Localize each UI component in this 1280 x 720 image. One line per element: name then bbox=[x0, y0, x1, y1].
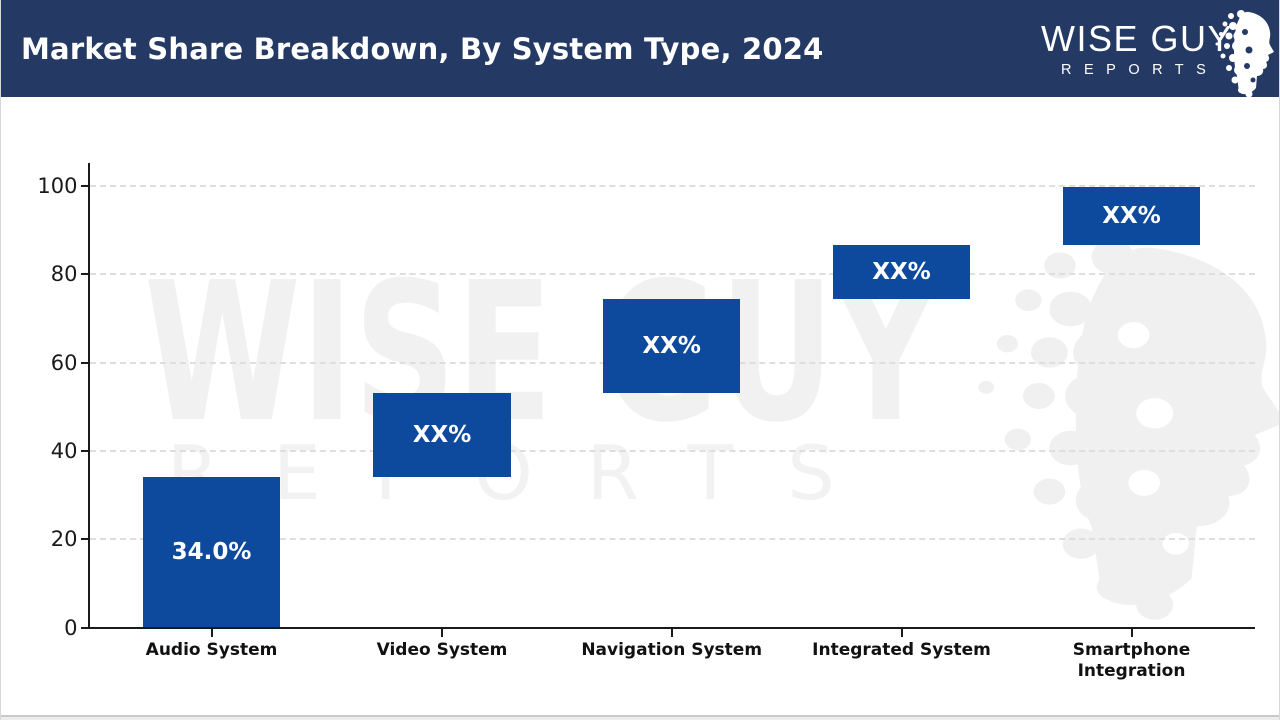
x-tick-label: Integrated System bbox=[812, 640, 991, 660]
watermark-head-icon bbox=[978, 239, 1279, 620]
x-tick-mark bbox=[210, 628, 213, 637]
watermark-wordmark: WISE GUY bbox=[144, 242, 938, 465]
y-tick-mark bbox=[81, 626, 89, 629]
gridline bbox=[89, 185, 1255, 187]
page-title: Market Share Breakdown, By System Type, … bbox=[21, 31, 824, 66]
x-tick-label: Navigation System bbox=[581, 640, 763, 660]
x-tick-label: Video System bbox=[376, 640, 508, 660]
y-tick-label: 80 bbox=[50, 262, 78, 287]
x-tick-mark bbox=[1130, 628, 1133, 637]
y-tick-mark bbox=[81, 273, 89, 276]
y-tick-label: 0 bbox=[64, 615, 78, 640]
x-tick-mark bbox=[900, 628, 903, 637]
logo-wordmark: WISE GUY bbox=[1041, 18, 1234, 59]
y-tick-mark bbox=[81, 361, 89, 364]
plot-area: 0 20 40 60 80 100 Audio System Video System Navi… bbox=[1, 97, 1279, 720]
bar-value-label: 34.0% bbox=[171, 539, 252, 566]
x-tick-mark bbox=[441, 628, 443, 637]
bar: XX% bbox=[373, 393, 511, 478]
x-tick-label: Smartphone Integration bbox=[1072, 640, 1191, 681]
bottom-edge-line bbox=[1, 715, 1279, 717]
bar: XX% bbox=[1062, 186, 1201, 245]
bar-value-label: XX% bbox=[412, 422, 472, 449]
x-axis-spine bbox=[88, 626, 1255, 629]
y-tick-label: 100 bbox=[37, 174, 78, 198]
bar: XX% bbox=[602, 299, 741, 394]
gridline bbox=[89, 273, 1255, 276]
bar: 34.0% bbox=[142, 477, 281, 628]
gridline bbox=[89, 538, 1255, 541]
logo-reports-text: REPORTS bbox=[1061, 62, 1219, 78]
y-tick-label: 40 bbox=[50, 438, 78, 463]
x-tick-label: Audio System bbox=[145, 640, 278, 660]
gridline bbox=[89, 449, 1255, 452]
x-tick-mark bbox=[670, 628, 673, 637]
logo: WISE GUY REPORTS bbox=[1041, 4, 1277, 98]
y-axis-spine bbox=[88, 163, 90, 629]
y-tick-label: 60 bbox=[50, 350, 78, 375]
y-tick-label: 20 bbox=[50, 527, 78, 552]
bar-value-label: XX% bbox=[1102, 202, 1161, 229]
bar-value-label: XX% bbox=[642, 333, 701, 360]
bar-value-label: XX% bbox=[872, 259, 931, 286]
bar: XX% bbox=[832, 244, 971, 300]
y-tick-mark bbox=[81, 185, 89, 187]
y-tick-mark bbox=[81, 449, 89, 452]
header: Market Share Breakdown, By System Type, … bbox=[1, 0, 1279, 98]
logo-head-icon bbox=[1215, 10, 1274, 98]
y-tick-mark bbox=[81, 538, 89, 541]
bottom-edge-strip bbox=[1, 717, 1279, 720]
